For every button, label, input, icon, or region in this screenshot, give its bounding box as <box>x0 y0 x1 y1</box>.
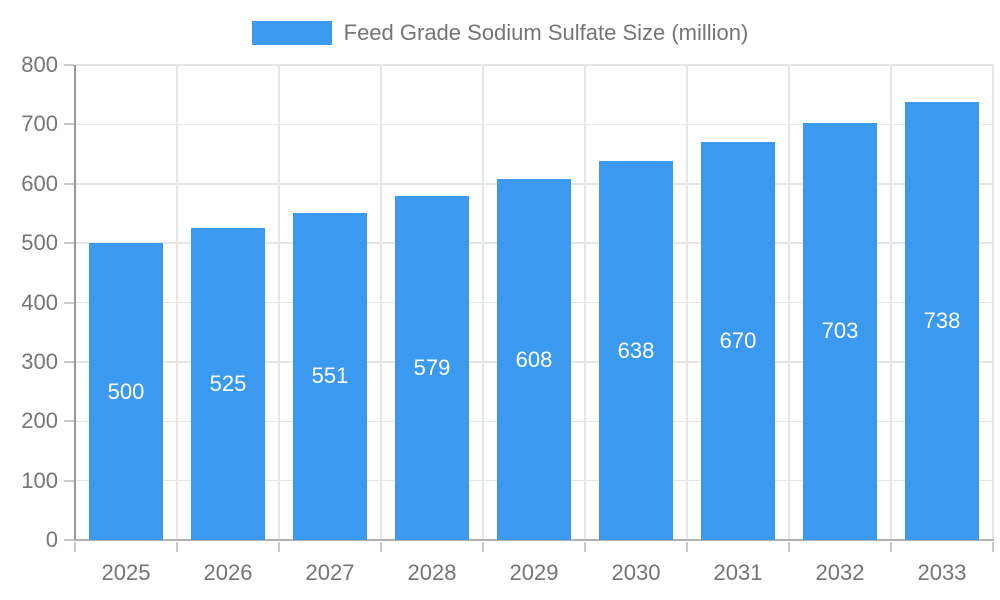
bar-value-label: 670 <box>719 328 757 354</box>
bar-value-label: 525 <box>209 371 247 397</box>
bar: 608 <box>497 179 571 540</box>
x-tick-label: 2027 <box>305 560 355 585</box>
bar: 525 <box>191 228 265 540</box>
h-gridline <box>75 64 993 66</box>
bar: 670 <box>701 142 775 540</box>
x-tick-label: 2029 <box>509 560 559 585</box>
v-gridline <box>686 65 688 540</box>
y-axis-tick <box>64 182 74 185</box>
y-tick-label: 700 <box>21 111 58 137</box>
y-axis-tick <box>64 420 74 423</box>
chart-legend[interactable]: Feed Grade Sodium Sulfate Size (million) <box>0 20 1000 46</box>
y-axis-tick <box>64 64 74 66</box>
legend-swatch-icon <box>251 21 332 45</box>
bar-value-label: 551 <box>311 363 349 389</box>
x-axis-tick <box>74 542 76 552</box>
x-tick-label: 2030 <box>611 560 661 585</box>
bar: 738 <box>905 101 979 540</box>
y-axis-tick <box>64 360 74 363</box>
x-axis-tick <box>482 542 484 552</box>
x-tick-label: 2025 <box>101 560 151 585</box>
x-axis-tick <box>788 542 790 552</box>
x-tick-label: 2033 <box>917 560 967 585</box>
x-axis-tick <box>176 542 178 552</box>
v-gridline <box>278 65 280 540</box>
y-axis-tick <box>64 479 74 482</box>
v-gridline <box>992 65 994 540</box>
x-tick-label: 2028 <box>407 560 457 585</box>
bar: 703 <box>803 122 877 540</box>
y-tick-label: 800 <box>21 52 58 77</box>
x-axis-line <box>74 539 994 541</box>
x-axis-tick <box>992 542 994 552</box>
bar: 551 <box>293 212 367 540</box>
bar: 500 <box>89 243 163 540</box>
y-tick-label: 600 <box>21 170 58 196</box>
x-axis-tick <box>380 542 382 552</box>
y-axis-tick <box>64 539 74 541</box>
x-tick-label: 2026 <box>203 560 253 585</box>
legend-label: Feed Grade Sodium Sulfate Size (million) <box>343 20 749 45</box>
bar-value-label: 638 <box>617 337 655 363</box>
plot-area: 0 100 200 300 400 500 600 700 800 500 2025 525 2026 5… <box>21 52 994 585</box>
y-tick-label: 300 <box>21 348 58 374</box>
v-gridline <box>482 65 484 540</box>
y-tick-label: 400 <box>21 289 58 315</box>
bar-value-label: 703 <box>821 318 859 344</box>
v-gridline <box>584 65 586 540</box>
y-axis-tick <box>64 301 74 304</box>
x-tick-label: 2031 <box>713 560 763 585</box>
v-gridline <box>788 65 790 540</box>
bar: 638 <box>599 161 673 540</box>
bar: 579 <box>395 196 469 540</box>
y-tick-label: 100 <box>21 467 58 493</box>
y-tick-label: 200 <box>21 408 58 434</box>
bar-value-label: 500 <box>107 378 145 404</box>
y-axis-line <box>74 65 76 540</box>
x-axis-tick <box>278 542 280 552</box>
y-tick-label: 0 <box>45 527 58 552</box>
bar-value-label: 738 <box>923 307 961 333</box>
x-axis-tick <box>686 542 688 552</box>
v-gridline <box>890 65 892 540</box>
x-axis-tick <box>890 542 892 552</box>
v-gridline <box>380 65 382 540</box>
y-axis-tick <box>64 242 74 245</box>
x-tick-label: 2032 <box>815 560 865 585</box>
x-axis-tick <box>584 542 586 552</box>
v-gridline <box>176 65 178 540</box>
h-gridline <box>75 123 993 126</box>
y-axis-tick <box>64 123 74 126</box>
bar-value-label: 579 <box>413 355 451 381</box>
y-tick-label: 500 <box>21 230 58 256</box>
bar-value-label: 608 <box>515 346 553 372</box>
